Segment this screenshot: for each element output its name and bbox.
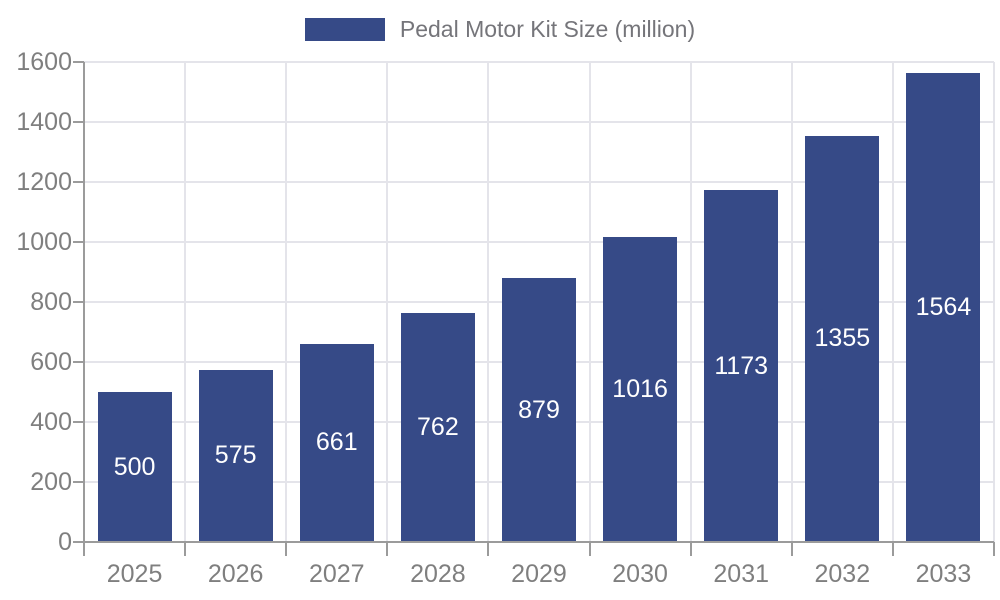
gridline-vertical — [689, 62, 692, 542]
x-tick-label: 2029 — [511, 560, 567, 588]
bar[interactable]: 661 — [299, 343, 374, 542]
bar-value-label: 575 — [214, 441, 257, 470]
y-axis-tick — [73, 61, 84, 63]
x-tick-label: 2026 — [207, 560, 264, 588]
y-tick-label: 1600 — [16, 48, 72, 76]
y-axis — [83, 62, 85, 556]
bar-value-label: 661 — [315, 428, 358, 457]
gridline-vertical — [790, 62, 793, 542]
x-tick-label: 2033 — [915, 560, 972, 588]
bar[interactable]: 1016 — [603, 237, 678, 542]
y-axis-tick — [73, 481, 84, 483]
y-axis-tick — [73, 121, 84, 123]
bar[interactable]: 1564 — [906, 72, 981, 542]
y-tick-label: 400 — [30, 408, 72, 436]
x-axis-tick — [487, 542, 490, 556]
y-tick-label: 600 — [30, 348, 72, 376]
gridline-vertical — [588, 62, 591, 542]
x-axis-tick — [285, 542, 288, 556]
y-axis-tick — [73, 541, 84, 543]
y-tick-label: 1000 — [16, 228, 72, 256]
bar-value-label: 762 — [417, 413, 459, 442]
x-tick-label: 2027 — [308, 560, 365, 588]
bar[interactable]: 762 — [400, 313, 475, 542]
bar-value-label: 1016 — [612, 375, 668, 404]
y-tick-label: 200 — [30, 468, 72, 496]
gridline-horizontal — [84, 181, 994, 183]
bar-value-label: 1355 — [814, 324, 871, 353]
bar[interactable]: 879 — [502, 278, 576, 542]
bar-value-label: 1564 — [915, 292, 972, 321]
x-tick-label: 2031 — [713, 560, 770, 588]
gridline-horizontal — [84, 241, 994, 243]
bar[interactable]: 1355 — [805, 135, 880, 542]
bar[interactable]: 1173 — [704, 190, 779, 542]
x-axis-tick — [689, 542, 692, 556]
x-axis-tick — [83, 542, 85, 556]
x-axis — [84, 541, 994, 543]
x-axis-tick — [184, 542, 187, 556]
legend[interactable]: Pedal Motor Kit Size (million) — [0, 16, 1000, 43]
x-axis-tick — [588, 542, 591, 556]
gridline-vertical — [184, 62, 187, 542]
bar-value-label: 1173 — [714, 351, 769, 380]
x-axis-tick — [891, 542, 894, 556]
x-tick-label: 2028 — [410, 560, 466, 588]
gridline-vertical — [487, 62, 490, 542]
gridline-horizontal — [84, 121, 994, 123]
legend-swatch-icon — [304, 18, 385, 41]
x-axis-tick — [386, 542, 389, 556]
bar-value-label: 500 — [113, 452, 156, 481]
y-axis-tick — [73, 301, 84, 303]
bar-value-label: 879 — [518, 395, 560, 424]
y-axis-tick — [73, 421, 84, 423]
x-tick-label: 2025 — [106, 560, 163, 588]
x-axis-tick — [993, 542, 995, 556]
y-axis-tick — [73, 361, 84, 363]
x-tick-label: 2032 — [814, 560, 871, 588]
y-tick-label: 0 — [58, 528, 72, 556]
gridline-vertical — [386, 62, 389, 542]
gridline-vertical — [993, 62, 995, 542]
gridline-vertical — [891, 62, 894, 542]
gridline-vertical — [285, 62, 288, 542]
y-tick-label: 800 — [30, 288, 72, 316]
y-tick-label: 1400 — [16, 108, 72, 136]
gridline-horizontal — [84, 61, 994, 63]
y-axis-tick — [73, 241, 84, 243]
bar[interactable]: 575 — [198, 369, 273, 542]
bar[interactable]: 500 — [97, 392, 172, 542]
x-axis-tick — [790, 542, 793, 556]
x-tick-label: 2030 — [612, 560, 668, 588]
y-tick-label: 1200 — [16, 168, 72, 196]
legend-label: Pedal Motor Kit Size (million) — [399, 16, 696, 42]
y-axis-tick — [73, 181, 84, 183]
